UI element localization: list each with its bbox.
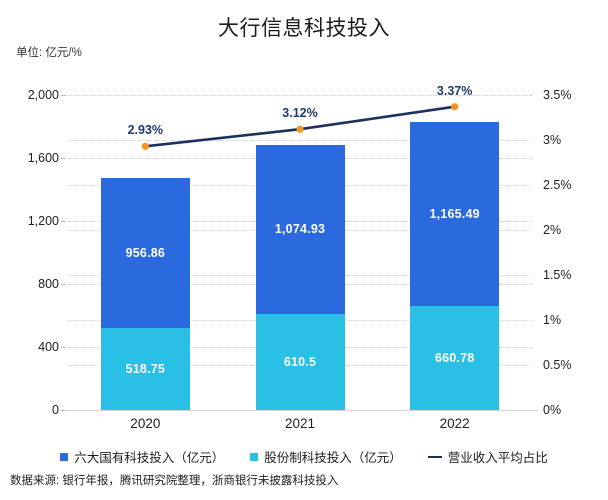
bar-segment-state-owned[interactable]: 1,165.49: [410, 122, 500, 306]
bar-value-label: 956.86: [125, 245, 166, 260]
y-axis-tick-left: 2,000: [28, 88, 68, 102]
y-axis-tick-right: 0.5%: [543, 358, 572, 372]
legend-item[interactable]: 六大国有科技投入（亿元）: [60, 447, 224, 466]
legend-label: 六大国有科技投入（亿元）: [74, 451, 225, 465]
bar-group[interactable]: 518.75 956.86: [100, 95, 190, 410]
gridline: [68, 95, 532, 96]
legend-square-marker-icon: [250, 452, 259, 461]
bar-value-label: 518.75: [125, 362, 166, 377]
bar-value-label: 1,074.93: [274, 222, 326, 237]
line-value-label: 2.93%: [127, 123, 164, 138]
chart-legend: 六大国有科技投入（亿元） 股份制科技投入（亿元） 营业收入平均占比: [0, 447, 608, 466]
legend-square-marker-icon: [60, 452, 69, 461]
y-axis-tick-right: 2.5%: [543, 178, 572, 192]
bar-value-label: 660.78: [434, 350, 475, 365]
bar-segment-joint-stock[interactable]: 610.5: [255, 313, 345, 410]
y-axis-tick-right: 0%: [543, 403, 562, 417]
bar-segment-joint-stock[interactable]: 660.78: [410, 305, 500, 410]
legend-label: 股份制科技投入（亿元）: [264, 451, 402, 465]
chart-title: 大行信息科技投入: [218, 17, 390, 40]
bar-value-label: 1,165.49: [429, 207, 480, 222]
legend-item[interactable]: 营业收入平均占比: [427, 447, 548, 466]
y-axis-tick-right: 3%: [543, 133, 562, 147]
bar-segment-state-owned[interactable]: 1,074.93: [255, 144, 345, 314]
y-axis-tick-right: 3.5%: [543, 88, 572, 102]
plot-area: 0 400 800 1,200 1,600 2,000 0% 0.5% 1% 1.5% 2% 2.5%…: [28, 88, 572, 417]
bar-group[interactable]: 610.5 1,074.93: [255, 95, 345, 410]
bar-segment-state-owned[interactable]: 956.86: [100, 177, 190, 329]
x-axis-tick: 2022: [439, 416, 470, 431]
y-axis-tick-left: 0: [52, 403, 68, 417]
unit-label: 单位: 亿元/%: [16, 47, 82, 59]
y-axis-tick-left: 1,600: [28, 151, 68, 165]
x-axis-line: [60, 410, 538, 411]
bar-segment-joint-stock[interactable]: 518.75: [100, 328, 190, 410]
legend-line-marker-icon: [427, 455, 442, 458]
legend-label: 营业收入平均占比: [447, 451, 548, 465]
x-axis-tick: 2021: [284, 416, 316, 431]
x-axis-tick: 2020: [130, 416, 161, 431]
y-axis-tick-right: 2%: [543, 223, 562, 237]
y-axis-tick-right: 1.5%: [543, 268, 572, 282]
y-axis-tick-left: 1,200: [28, 214, 68, 228]
legend-item[interactable]: 股份制科技投入（亿元）: [250, 447, 402, 466]
bar-value-label: 610.5: [283, 354, 317, 369]
y-axis-tick-left: 800: [38, 277, 68, 291]
y-axis-tick-left: 400: [38, 340, 68, 354]
source-note: 数据来源: 银行年报，腾讯研究院整理，浙商银行未披露科技投入: [10, 475, 339, 487]
bar-group[interactable]: 660.78 1,165.49: [410, 95, 500, 410]
line-value-label: 3.12%: [282, 106, 318, 121]
line-value-label: 3.37%: [436, 83, 473, 98]
y-axis-tick-right: 1%: [543, 313, 562, 327]
